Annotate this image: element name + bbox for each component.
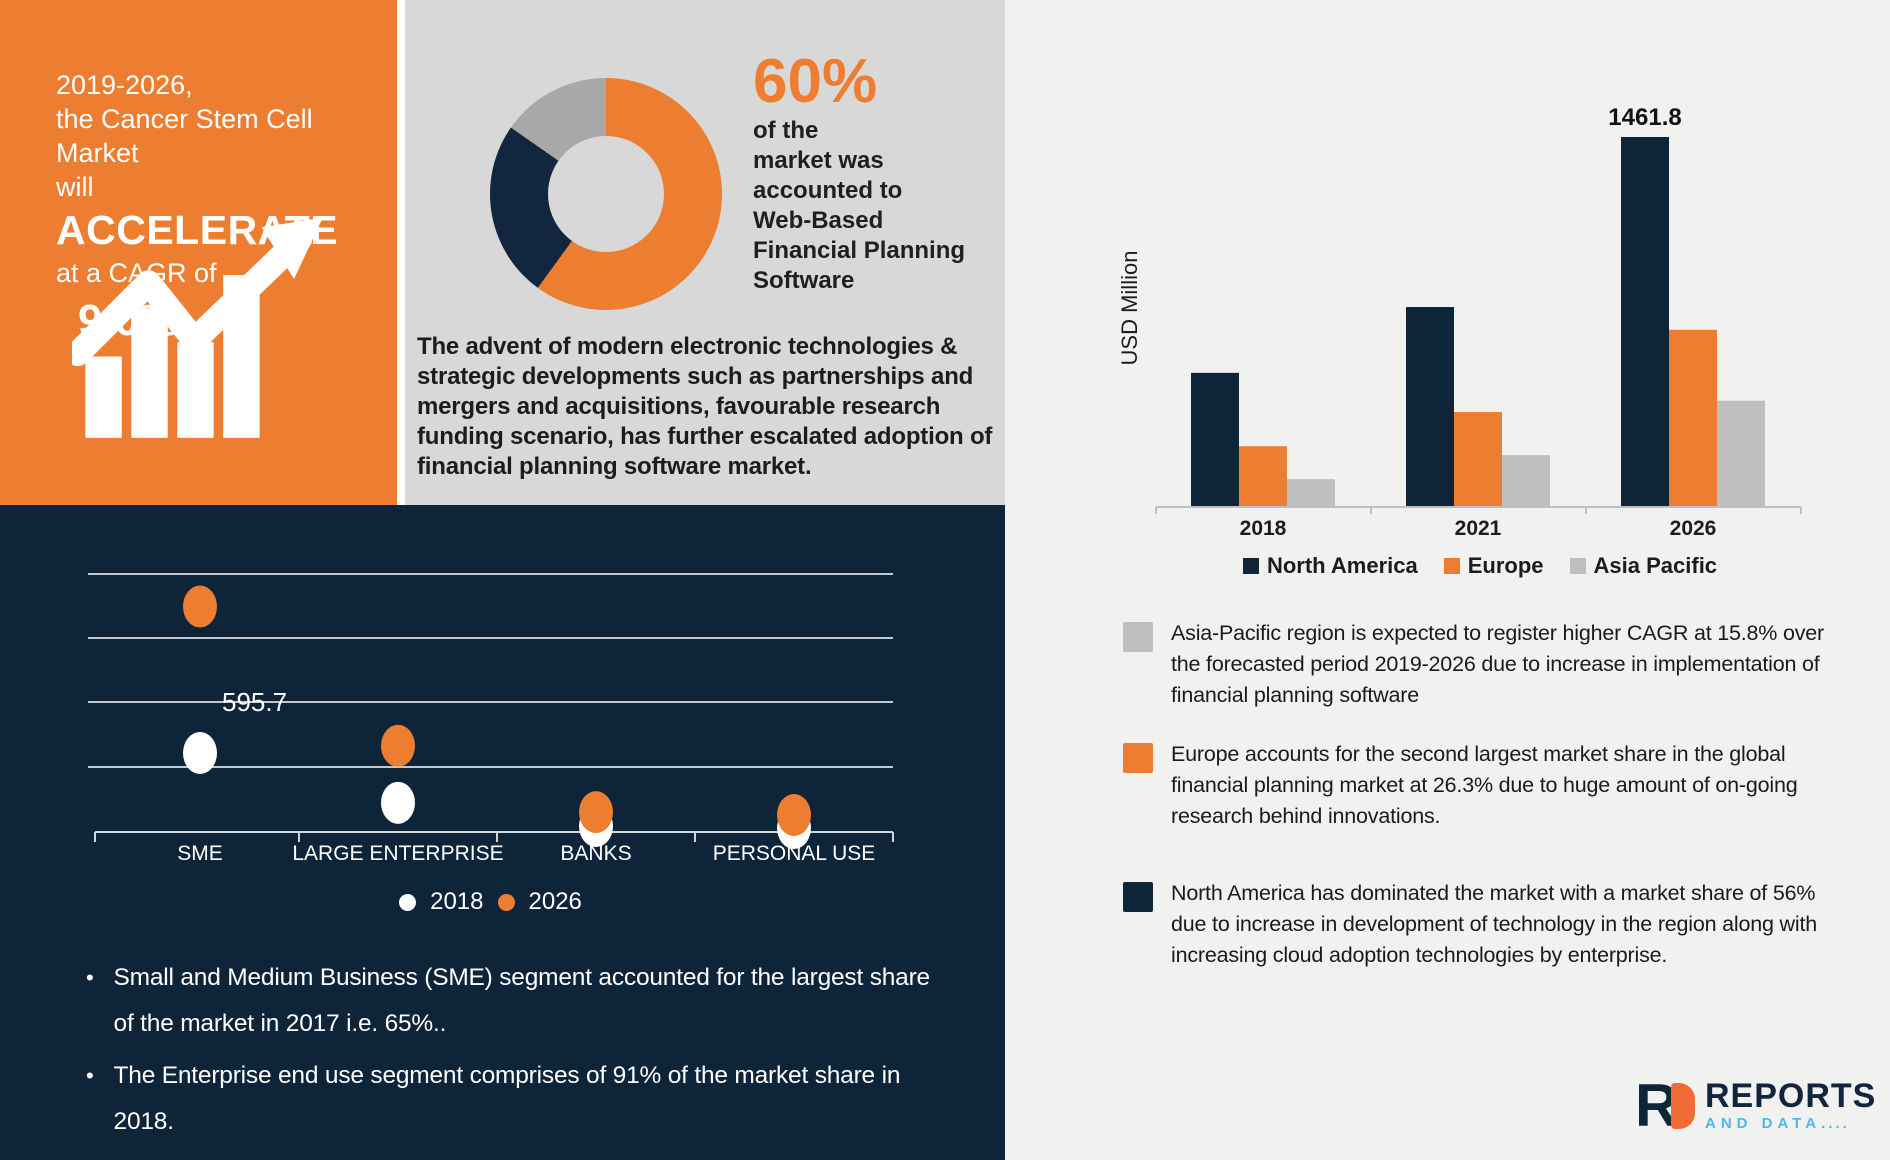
- legend-label-europe: Europe: [1467, 553, 1544, 578]
- legend-label-asia-pacific: Asia Pacific: [1593, 553, 1718, 578]
- label-2018: 2018: [1240, 517, 1287, 540]
- legend-label-north-america: North America: [1266, 553, 1418, 578]
- segment-bullet-list: • Small and Medium Business (SME) segmen…: [86, 955, 954, 1151]
- y-axis-label: USD Million: [1117, 251, 1142, 366]
- cagr-statement: 2019-2026, the Cancer Stem Cell Market w…: [56, 68, 397, 348]
- logo-text: REPORTS AND DATA....: [1705, 1078, 1876, 1134]
- bullet-asia-pacific-text: Asia-Pacific region is expected to regis…: [1171, 621, 1825, 707]
- bar-annotation: 1461.8: [1608, 104, 1681, 131]
- bullet-swatch-europe: [1123, 743, 1153, 773]
- logo-dots: ....: [1821, 1115, 1850, 1132]
- logo-d-shape: [1671, 1083, 1695, 1129]
- stat-line: accounted to: [753, 177, 903, 204]
- cagr-value: 9.0%: [78, 296, 179, 345]
- bullet-europe-text: Europe accounts for the second largest m…: [1171, 742, 1798, 828]
- dot-series-points: [183, 585, 811, 850]
- legend-dot-2018: [399, 893, 417, 911]
- bullet-europe: Europe accounts for the second largest m…: [1123, 739, 1833, 832]
- growth-arrow-icon: [72, 217, 323, 438]
- stat-line: Software: [753, 267, 855, 294]
- market-line: the Cancer Stem Cell Market: [56, 104, 313, 168]
- logo-and-data-label: AND DATA: [1705, 1115, 1822, 1132]
- legend-label-2018: 2018: [430, 888, 484, 915]
- bullet-north-america-text: North America has dominated the market w…: [1171, 881, 1817, 967]
- logo-mark-icon: R: [1635, 1076, 1697, 1136]
- legend-label-2026: 2026: [528, 888, 582, 915]
- dot-annotation: 595.7: [222, 687, 287, 717]
- gridlines: [88, 573, 893, 768]
- legend-north-america: North America: [1242, 553, 1418, 579]
- stat-block: 60% of the market was accounted to Web-B…: [753, 48, 965, 296]
- bullet-sme-text: Small and Medium Business (SME) segment …: [113, 964, 931, 1037]
- stat-percent: 60%: [753, 47, 878, 116]
- stat-line: Web-Based: [753, 207, 884, 234]
- period-line: 2019-2026,: [56, 70, 193, 100]
- legend-dot-2026: [497, 893, 515, 911]
- category-large-enterprise: LARGE ENTERPRISE: [292, 842, 503, 865]
- category-personal-use: PERSONAL USE: [713, 842, 876, 865]
- category-sme: SME: [177, 842, 223, 865]
- bullet-swatch-north-america: [1123, 882, 1153, 912]
- stat-line: of the: [753, 117, 819, 144]
- x-axis: [1155, 506, 1802, 514]
- label-2021: 2021: [1455, 517, 1502, 540]
- legend-swatch-asia-pacific: [1569, 558, 1586, 574]
- bullet-enterprise: • The Enterprise end use segment compris…: [86, 1053, 954, 1145]
- segment-dot-chart: 595.7 SME LARGE ENTERPRISE BANKS PERSONA…: [88, 573, 894, 865]
- bullet-sme: • Small and Medium Business (SME) segmen…: [86, 955, 954, 1047]
- dot-category-labels: SME LARGE ENTERPRISE BANKS PERSONAL USE: [177, 842, 875, 865]
- bullet-dot: •: [86, 965, 94, 990]
- stat-line: Financial Planning: [753, 237, 966, 264]
- x-axis: [94, 831, 894, 842]
- logo-and-data-word: AND DATA....: [1705, 1114, 1876, 1134]
- logo-r-glyph: R: [1635, 1072, 1678, 1139]
- cagr-prefix: at a CAGR of: [56, 258, 217, 288]
- dot-chart-legend: 2018 2026: [88, 888, 893, 916]
- bar-chart-legend: North America Europe Asia Pacific: [1105, 553, 1855, 579]
- will-line: will: [56, 172, 94, 202]
- bar-series-rects: [1191, 137, 1765, 507]
- legend-europe: Europe: [1443, 553, 1544, 579]
- bar-category-labels: 2018 2021 2026: [1240, 517, 1717, 540]
- regional-bullet-list: Asia-Pacific region is expected to regis…: [1123, 618, 1833, 999]
- segment-panel: 595.7 SME LARGE ENTERPRISE BANKS PERSONA…: [0, 505, 1005, 1160]
- label-2026: 2026: [1670, 517, 1717, 540]
- bullet-dot: •: [86, 1063, 94, 1088]
- bullet-swatch-asia-pacific: [1123, 622, 1153, 652]
- regional-panel: USD Million 1461.8 2018 2021 2026 North …: [1005, 0, 1890, 1160]
- regional-bar-chart: USD Million 1461.8 2018 2021 2026: [1117, 104, 1802, 540]
- category-banks: BANKS: [560, 842, 631, 865]
- web-based-stat-panel: 60% of the market was accounted to Web-B…: [405, 0, 1005, 505]
- legend-swatch-europe: [1443, 558, 1460, 574]
- donut-chart: [490, 78, 722, 310]
- cagr-highlight-panel: 2019-2026, the Cancer Stem Cell Market w…: [0, 0, 397, 505]
- accelerate-word: ACCELERATE: [56, 207, 339, 253]
- legend-swatch-north-america: [1242, 558, 1259, 574]
- bullet-asia-pacific: Asia-Pacific region is expected to regis…: [1123, 618, 1833, 711]
- legend-asia-pacific: Asia Pacific: [1569, 553, 1718, 579]
- bullet-enterprise-text: The Enterprise end use segment comprises…: [113, 1062, 901, 1135]
- logo-reports-word: REPORTS: [1705, 1077, 1877, 1115]
- reports-and-data-logo: R REPORTS AND DATA....: [1635, 1076, 1876, 1136]
- bullet-north-america: North America has dominated the market w…: [1123, 878, 1833, 971]
- stat-line: market was: [753, 147, 884, 174]
- market-paragraph: The advent of modern electronic technolo…: [417, 333, 993, 480]
